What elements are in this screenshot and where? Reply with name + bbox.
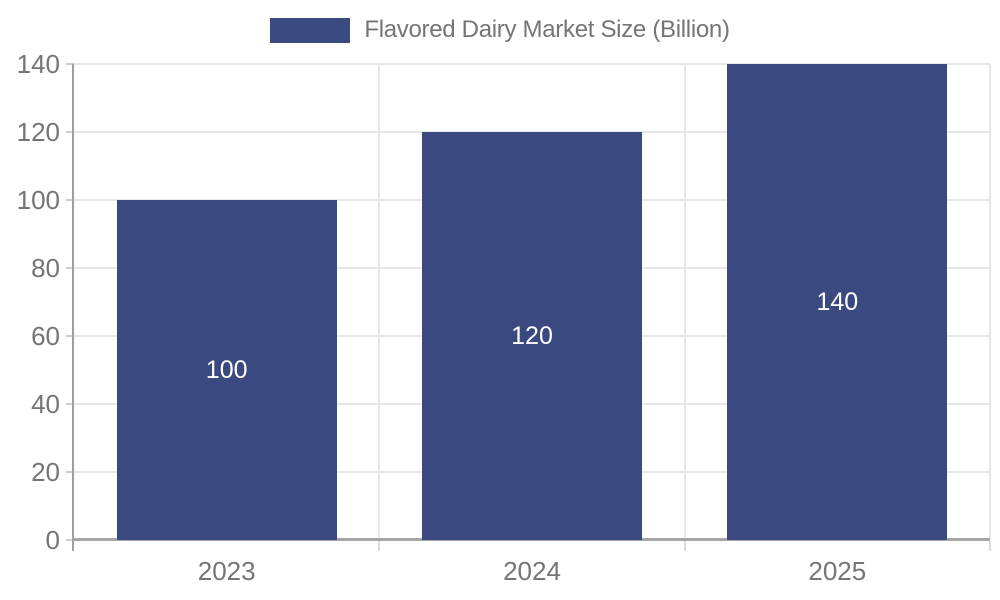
bar-value-label: 100: [205, 356, 248, 384]
y-tick-mark: [66, 199, 74, 201]
x-tick-mark: [683, 541, 686, 551]
bar-2023[interactable]: [116, 200, 337, 540]
y-tick-label: 40: [31, 389, 60, 419]
y-tick-mark: [66, 539, 74, 541]
gridline-horizontal: [74, 63, 990, 65]
bar-value-label: 120: [511, 322, 553, 350]
legend-swatch: [270, 17, 351, 43]
x-tick-label: 2023: [197, 556, 256, 586]
y-tick-label: 60: [31, 321, 60, 351]
y-tick-mark: [66, 403, 74, 405]
bar-2025[interactable]: [727, 64, 948, 540]
bar-value-label: 140: [816, 288, 859, 316]
y-tick-mark: [66, 267, 74, 269]
y-tick-label: 120: [16, 117, 60, 147]
bar-2024[interactable]: [422, 132, 642, 540]
x-tick-mark: [378, 541, 381, 551]
y-tick-mark: [66, 471, 74, 473]
y-tick-label: 80: [31, 253, 60, 283]
x-tick-label: 2024: [503, 556, 561, 586]
y-tick-label: 140: [16, 49, 60, 79]
y-axis-line: [72, 64, 74, 551]
y-tick-mark: [66, 335, 74, 337]
legend-item[interactable]: Flavored Dairy Market Size (Billion): [0, 16, 1000, 44]
gridline-vertical: [378, 64, 381, 540]
y-tick-mark: [66, 63, 74, 65]
x-tick-mark: [989, 541, 991, 551]
x-tick-label: 2025: [808, 556, 867, 586]
y-tick-mark: [66, 131, 74, 133]
y-tick-label: 100: [16, 185, 60, 215]
legend-label: Flavored Dairy Market Size (Billion): [364, 16, 730, 43]
y-tick-label: 20: [31, 457, 60, 487]
y-tick-label: 0: [45, 525, 60, 555]
gridline-vertical: [989, 64, 991, 540]
gridline-vertical: [683, 64, 686, 540]
